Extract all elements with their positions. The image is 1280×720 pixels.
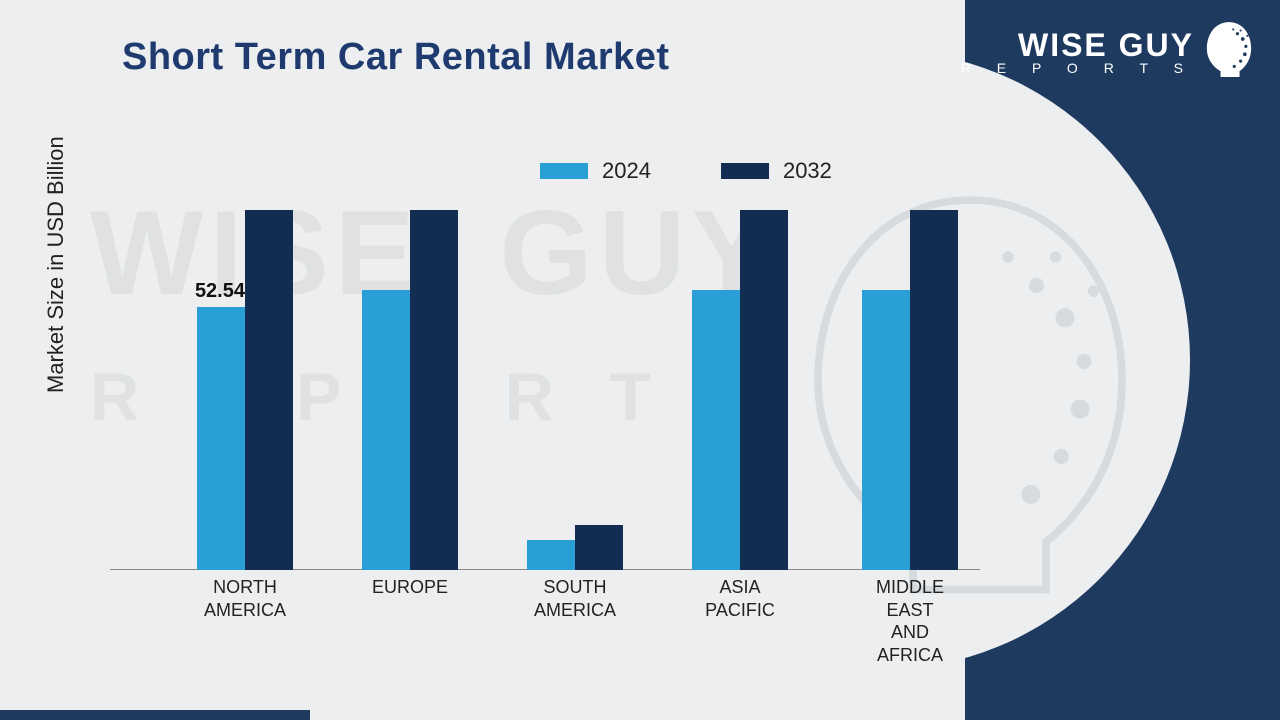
x-axis-labels: NORTHAMERICA EUROPE SOUTHAMERICA ASIAPACIFI…	[110, 576, 980, 696]
bar	[910, 210, 958, 570]
y-axis-label: Market Size in USD Billion	[43, 136, 69, 393]
x-axis-category-label: SOUTHAMERICA	[505, 576, 645, 621]
bar-value-label: 52.54	[195, 280, 245, 303]
head-icon	[1200, 20, 1258, 83]
plot-area: 52.54	[110, 170, 980, 570]
x-axis-category-label: MIDDLEEASTANDAFRICA	[840, 576, 980, 666]
brand-subtitle: R E P O R T S	[961, 61, 1194, 75]
brand-text: WISE GUY R E P O R T S	[961, 29, 1194, 75]
bar	[575, 525, 623, 570]
x-axis-category-label: EUROPE	[340, 576, 480, 599]
bar-group	[345, 170, 475, 570]
chart-title: Short Term Car Rental Market	[122, 36, 670, 79]
bar	[862, 290, 910, 570]
brand-logo: WISE GUY R E P O R T S	[961, 20, 1258, 83]
bar	[410, 210, 458, 570]
bar-group	[180, 170, 310, 570]
x-axis-category-label: NORTHAMERICA	[175, 576, 315, 621]
bar	[362, 290, 410, 570]
bar	[245, 210, 293, 570]
report-canvas: WISE GUY R E P O R T S WISE GUY R E P O …	[0, 0, 1280, 720]
x-axis-category-label: ASIAPACIFIC	[670, 576, 810, 621]
bar-group	[675, 170, 805, 570]
bar	[692, 290, 740, 570]
bar-group	[510, 170, 640, 570]
brand-name: WISE GUY	[961, 29, 1194, 61]
footer-strip	[0, 710, 310, 720]
bar	[197, 307, 245, 570]
bar	[740, 210, 788, 570]
bar-group	[845, 170, 975, 570]
bar	[527, 540, 575, 570]
